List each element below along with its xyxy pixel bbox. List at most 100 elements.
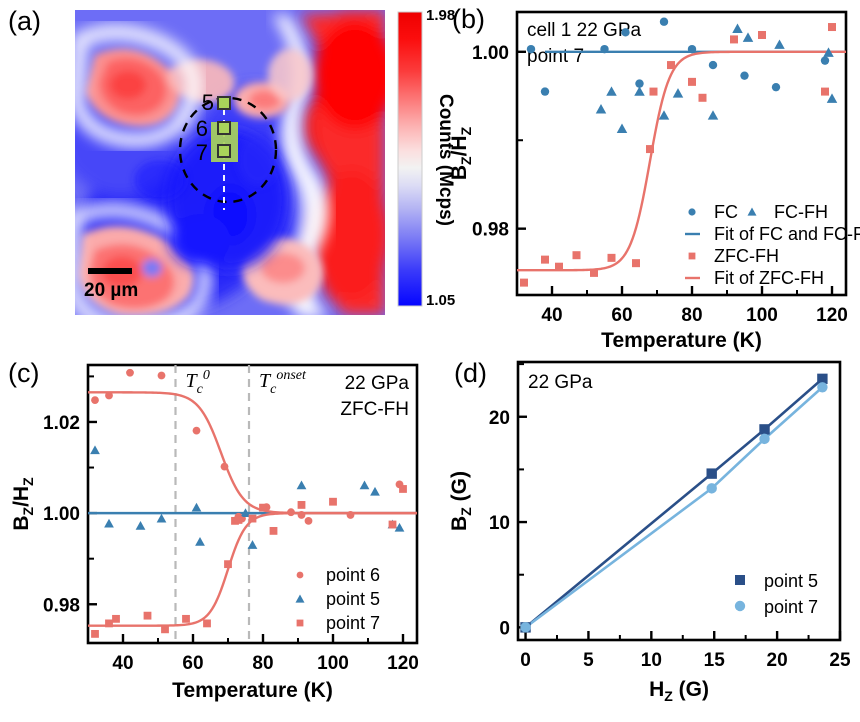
data-point [156, 513, 167, 523]
data-point [758, 30, 766, 39]
vline-label-tc0: Tc0 [186, 368, 210, 397]
data-point [191, 502, 202, 512]
data-point [269, 526, 278, 535]
series-fc [526, 17, 830, 96]
data-point [595, 104, 607, 114]
data-point [698, 93, 707, 102]
data-point [706, 468, 717, 479]
data-point [195, 536, 205, 546]
legend-marker-zfc [688, 252, 696, 260]
data-point [828, 23, 836, 32]
y-axis-label: BZ/HZ [10, 477, 36, 531]
svg-text:22 GPa: 22 GPa [345, 373, 410, 394]
series-fc-fh [595, 23, 838, 133]
data-point [370, 486, 380, 496]
data-point [126, 368, 134, 377]
panel-d-label: (d) [454, 358, 487, 388]
svg-text:Temperature (K): Temperature (K) [601, 329, 762, 352]
data-point [817, 373, 828, 385]
data-point [520, 278, 528, 287]
data-point [600, 44, 609, 54]
data-point [105, 391, 113, 400]
svg-text:point 7: point 7 [326, 613, 380, 633]
data-point [224, 560, 232, 569]
legend-marker-fc [688, 208, 696, 216]
data-point [247, 540, 258, 549]
data-point [182, 614, 190, 623]
svg-text:0: 0 [520, 650, 531, 671]
data-point [759, 424, 770, 435]
scan-point-label-7: 7 [196, 140, 208, 165]
svg-text:40: 40 [541, 305, 562, 326]
legend-marker-point6 [296, 571, 304, 579]
data-point [621, 28, 630, 37]
data-point [759, 433, 770, 445]
panel-a: (a) [0, 0, 456, 335]
data-point [820, 56, 830, 65]
fit-line-zfc [516, 50, 846, 272]
data-point [91, 629, 99, 638]
data-point [248, 514, 257, 523]
svg-text:point 7: point 7 [764, 597, 818, 617]
legend-marker-fcfh [747, 207, 757, 216]
line-point-7 [524, 386, 824, 629]
data-point [606, 86, 617, 96]
data-point [572, 251, 581, 260]
data-point [687, 44, 697, 54]
data-point [732, 23, 743, 34]
svg-text:1.00: 1.00 [43, 504, 80, 525]
svg-text:point 5: point 5 [764, 571, 818, 591]
svg-text:80: 80 [252, 653, 273, 674]
data-point [658, 110, 670, 120]
data-point [90, 445, 100, 455]
svg-text:20: 20 [767, 650, 788, 671]
panel-b-chart: 40 60 80 100 120 0.98 1.00 Temperature (K) BZ/HZ… [448, 10, 860, 352]
svg-text:BZ/HZ: BZ/HZ [448, 126, 474, 180]
y-axis-label: BZ (G) [448, 471, 474, 531]
svg-text:1.02: 1.02 [43, 413, 80, 434]
panel-d: (d) 0 5 10 15 20 25 0 10 20 HZ (G) BZ (G) 22 GPa poi… [440, 340, 860, 722]
svg-text:10: 10 [641, 650, 662, 671]
data-point [399, 485, 407, 493]
legend: point 5 point 7 [734, 571, 818, 617]
svg-text:Fit of FC and FC-FH: Fit of FC and FC-FH [714, 224, 860, 244]
svg-text:15: 15 [704, 650, 726, 671]
data-point [526, 44, 536, 54]
data-point [540, 87, 550, 96]
data-point [346, 511, 355, 519]
scale-bar-label: 20 µm [84, 280, 138, 301]
colorbar-title: Counts (Mcps) [435, 94, 456, 226]
svg-text:point 6: point 6 [326, 565, 380, 585]
data-point [220, 462, 229, 471]
svg-text:80: 80 [681, 305, 702, 326]
data-point [296, 480, 307, 490]
svg-text:ZFC-FH: ZFC-FH [714, 246, 779, 266]
data-point [104, 518, 114, 528]
data-point [646, 145, 654, 154]
data-point [607, 253, 616, 262]
dashed-region-circle [178, 96, 278, 204]
data-point [143, 611, 152, 620]
colorbar [397, 11, 423, 307]
data-point [555, 262, 563, 271]
panel-b: (b) 40 60 80 100 120 0.98 1.00 Temperature (K) B… [440, 0, 860, 352]
svg-text:0: 0 [499, 618, 510, 639]
scan-point-label-6: 6 [196, 116, 208, 141]
x-axis-label: HZ (G) [649, 678, 709, 704]
data-point [359, 480, 370, 490]
scan-point-label-5: 5 [202, 90, 214, 115]
legend-marker-point7 [296, 619, 304, 627]
plot-frame [86, 363, 419, 645]
data-point [329, 497, 337, 506]
svg-text:22 GPa: 22 GPa [528, 372, 593, 393]
svg-text:5: 5 [583, 650, 594, 671]
legend-marker-point7 [734, 600, 746, 612]
panel-c: (c) 40 60 80 100 120 0.98 1.00 1.02 Temperature … [0, 340, 440, 722]
data-point [135, 521, 146, 530]
data-point [541, 255, 549, 264]
svg-text:10: 10 [489, 513, 510, 534]
svg-text:cell 1 22 GPa: cell 1 22 GPa [527, 20, 641, 41]
svg-text:ZFC-FH: ZFC-FH [340, 399, 409, 420]
svg-text:20: 20 [489, 408, 510, 429]
